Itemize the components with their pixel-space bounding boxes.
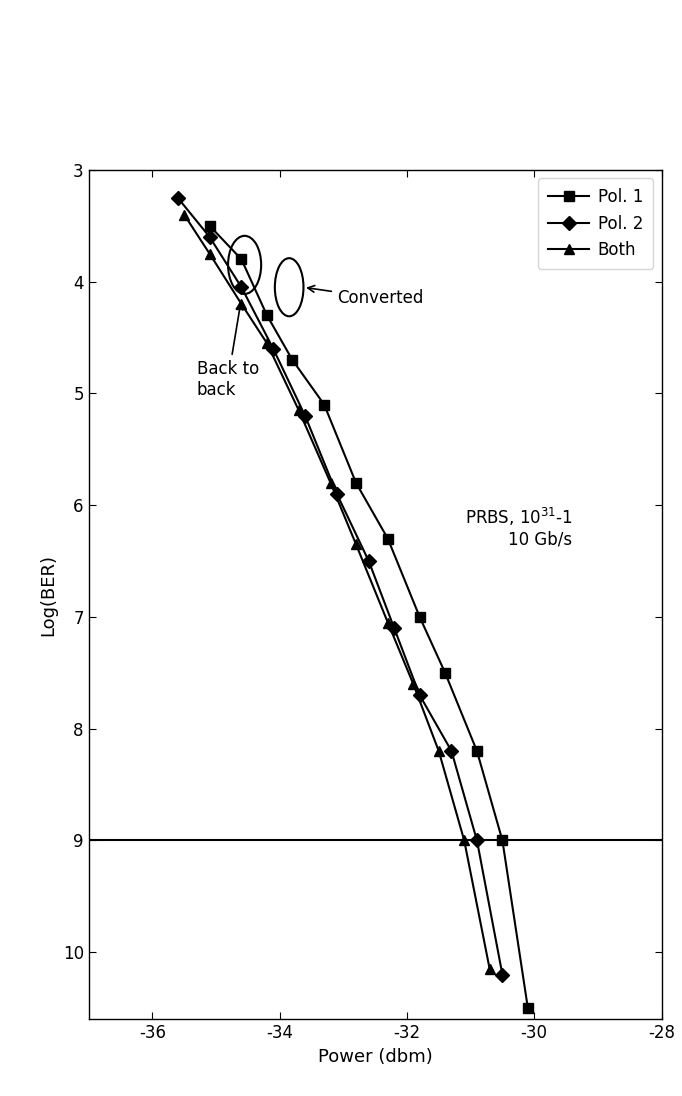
Pol. 2 (174, 191, 182, 204)
Pol. 1 (473, 744, 481, 757)
Both (409, 677, 417, 690)
Pol. 1 (352, 477, 360, 490)
Line: Pol. 1: Pol. 1 (205, 221, 533, 1013)
Pol. 1 (441, 666, 449, 680)
Pol. 2 (333, 488, 341, 501)
Both (434, 744, 443, 757)
Both (352, 538, 360, 551)
Pol. 2 (499, 968, 507, 981)
Text: Back to
back: Back to back (197, 302, 259, 399)
Text: PRBS, $10^{31}$-1
10 Gb/s: PRBS, $10^{31}$-1 10 Gb/s (464, 506, 572, 549)
Pol. 1 (384, 533, 392, 546)
Both (237, 297, 246, 310)
Y-axis label: Log(BER): Log(BER) (39, 553, 57, 636)
Pol. 2 (447, 744, 456, 757)
Pol. 2 (415, 688, 424, 701)
Legend: Pol. 1, Pol. 2, Both: Pol. 1, Pol. 2, Both (538, 179, 653, 269)
Pol. 1 (237, 253, 246, 266)
Pol. 2 (237, 281, 246, 294)
Both (460, 834, 469, 847)
Pol. 2 (301, 409, 309, 422)
Pol. 1 (288, 353, 297, 366)
Both (327, 477, 335, 490)
Pol. 1 (263, 309, 271, 322)
Line: Pol. 2: Pol. 2 (173, 193, 507, 980)
Pol. 1 (415, 610, 424, 624)
Pol. 2 (205, 230, 213, 243)
Both (180, 208, 188, 221)
Pol. 1 (205, 219, 213, 232)
Both (205, 247, 213, 260)
Pol. 2 (269, 342, 278, 355)
X-axis label: Power (dbm): Power (dbm) (318, 1048, 432, 1065)
Pol. 1 (499, 834, 507, 847)
Both (486, 962, 494, 975)
Line: Both: Both (179, 209, 494, 974)
Both (295, 403, 303, 416)
Pol. 2 (390, 621, 398, 635)
Pol. 2 (365, 555, 373, 568)
Pol. 1 (320, 398, 328, 411)
Pol. 1 (524, 1002, 532, 1015)
Both (263, 336, 271, 350)
Text: Converted: Converted (308, 286, 424, 307)
Pol. 2 (473, 834, 481, 847)
Both (384, 616, 392, 629)
